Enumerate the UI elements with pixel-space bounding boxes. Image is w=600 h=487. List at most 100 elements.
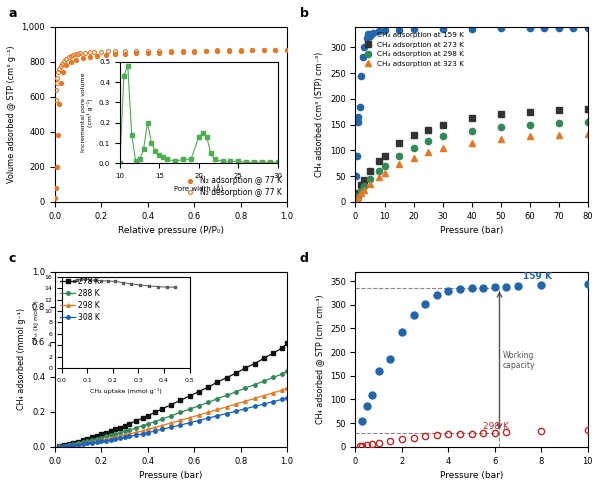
CH₄ adsorption at 323 K <box>353 197 361 203</box>
278 K <box>279 345 286 351</box>
N₂ desorption @ 77 K <box>56 66 63 72</box>
288 K <box>70 441 77 447</box>
CH₄ adsorption at 159 K <box>353 173 360 179</box>
CH₄ adsorption at 159 K <box>356 104 364 110</box>
298 K <box>186 415 193 421</box>
288 K <box>260 378 268 384</box>
CH₄ adsorption at 159 K <box>364 35 371 41</box>
CH₄ adsorption at 273 K <box>358 183 365 188</box>
288 K <box>93 436 100 442</box>
Y-axis label: CH₄ adsorbed @ STP (cm³ cm⁻³): CH₄ adsorbed @ STP (cm³ cm⁻³) <box>316 295 325 424</box>
N₂ adsorption @ 77 K <box>248 48 256 54</box>
288 K <box>158 416 165 422</box>
288 K <box>167 413 175 419</box>
288 K <box>269 375 277 380</box>
N₂ desorption @ 77 K <box>283 47 290 53</box>
CH₄ adsorption at 159 K <box>569 25 577 31</box>
278 K <box>133 418 140 424</box>
X-axis label: Pressure (bar): Pressure (bar) <box>440 226 503 235</box>
298 K <box>70 442 77 448</box>
288 K <box>88 437 95 443</box>
288 K <box>223 393 230 398</box>
CH₄ adsorption at 323 K <box>358 190 365 196</box>
288 K <box>121 429 128 434</box>
278 K <box>140 415 147 421</box>
CH₄ adsorption at 323 K <box>367 181 374 187</box>
N₂ adsorption @ 77 K <box>79 56 86 61</box>
N₂ desorption @ 77 K <box>53 75 61 80</box>
308 K <box>205 415 212 421</box>
Line: CH₄ adsorption at 159 K: CH₄ adsorption at 159 K <box>353 25 591 179</box>
N₂ desorption @ 77 K <box>53 80 61 86</box>
N₂ adsorption @ 77 K <box>112 52 119 57</box>
N₂ desorption @ 77 K <box>260 47 268 53</box>
N₂ desorption @ 77 K <box>52 87 59 93</box>
278 K <box>107 428 114 434</box>
278 K <box>186 393 193 399</box>
298 K <box>279 387 286 393</box>
N₂ desorption @ 77 K <box>57 63 64 69</box>
N₂ adsorption @ 77 K <box>103 52 110 58</box>
N₂ desorption @ 77 K <box>202 48 209 54</box>
288 K <box>205 399 212 405</box>
CH₄ adsorption at 159 K <box>354 119 361 125</box>
278 K <box>121 423 128 429</box>
CH₄ adsorption at 159 K <box>358 73 365 78</box>
308 K <box>251 404 258 410</box>
298 K <box>133 430 140 435</box>
N₂ adsorption @ 77 K <box>144 50 151 56</box>
288 K <box>151 419 158 425</box>
308 K <box>93 439 100 445</box>
N₂ adsorption @ 77 K <box>179 49 186 55</box>
CH₄ adsorption at 159 K <box>367 33 374 38</box>
CH₄ adsorption at 159 K <box>355 114 362 120</box>
N₂ adsorption @ 77 K <box>59 69 67 75</box>
N₂ desorption @ 77 K <box>237 47 244 53</box>
Legend: CH₄ adsorption at 159 K, CH₄ adsorption at 273 K, CH₄ adsorption at 298 K, CH₄ a: CH₄ adsorption at 159 K, CH₄ adsorption … <box>359 30 466 68</box>
N₂ adsorption @ 77 K <box>63 62 70 68</box>
CH₄ adsorption at 323 K <box>410 155 417 161</box>
N₂ adsorption @ 77 K <box>237 48 244 54</box>
N₂ desorption @ 77 K <box>77 50 84 56</box>
278 K <box>65 441 73 447</box>
N₂ desorption @ 77 K <box>74 51 82 56</box>
CH₄ adsorption at 298 K <box>381 163 388 169</box>
278 K <box>176 397 184 403</box>
N₂ adsorption @ 77 K <box>68 59 75 65</box>
CH₄ adsorption at 273 K <box>468 115 475 121</box>
298 K <box>88 439 95 445</box>
CH₄ adsorption at 298 K <box>410 145 417 151</box>
Legend: N₂ adsorption @ 77 K, N₂ desorption @ 77 K: N₂ adsorption @ 77 K, N₂ desorption @ 77… <box>181 175 283 198</box>
CH₄ adsorption at 298 K <box>395 152 403 158</box>
Text: a: a <box>8 7 17 20</box>
CH₄ adsorption at 273 K <box>381 152 388 158</box>
278 K <box>103 430 110 436</box>
308 K <box>140 431 147 436</box>
N₂ adsorption @ 77 K <box>53 164 61 170</box>
N₂ desorption @ 77 K <box>52 97 59 103</box>
N₂ desorption @ 77 K <box>179 48 186 54</box>
N₂ adsorption @ 77 K <box>283 47 290 53</box>
N₂ desorption @ 77 K <box>91 49 98 55</box>
298 K <box>158 423 165 429</box>
N₂ desorption @ 77 K <box>156 48 163 54</box>
Text: d: d <box>300 252 308 264</box>
N₂ adsorption @ 77 K <box>121 51 128 57</box>
CH₄ adsorption at 273 K <box>353 195 361 201</box>
308 K <box>283 395 290 401</box>
Legend: 278 K, 288 K, 298 K, 308 K: 278 K, 288 K, 298 K, 308 K <box>59 276 101 324</box>
N₂ adsorption @ 77 K <box>156 50 163 56</box>
CH₄ adsorption at 273 K <box>526 109 533 114</box>
CH₄ adsorption at 298 K <box>353 197 360 203</box>
Y-axis label: CH₄ adsorbed (mmol g⁻¹): CH₄ adsorbed (mmol g⁻¹) <box>17 308 26 410</box>
CH₄ adsorption at 273 K <box>555 107 562 113</box>
298 K <box>65 443 73 449</box>
288 K <box>74 440 82 446</box>
278 K <box>232 370 239 376</box>
288 K <box>84 438 91 444</box>
N₂ desorption @ 77 K <box>167 48 175 54</box>
308 K <box>98 438 105 444</box>
278 K <box>112 426 119 432</box>
CH₄ adsorption at 159 K <box>526 25 533 31</box>
308 K <box>176 422 184 428</box>
